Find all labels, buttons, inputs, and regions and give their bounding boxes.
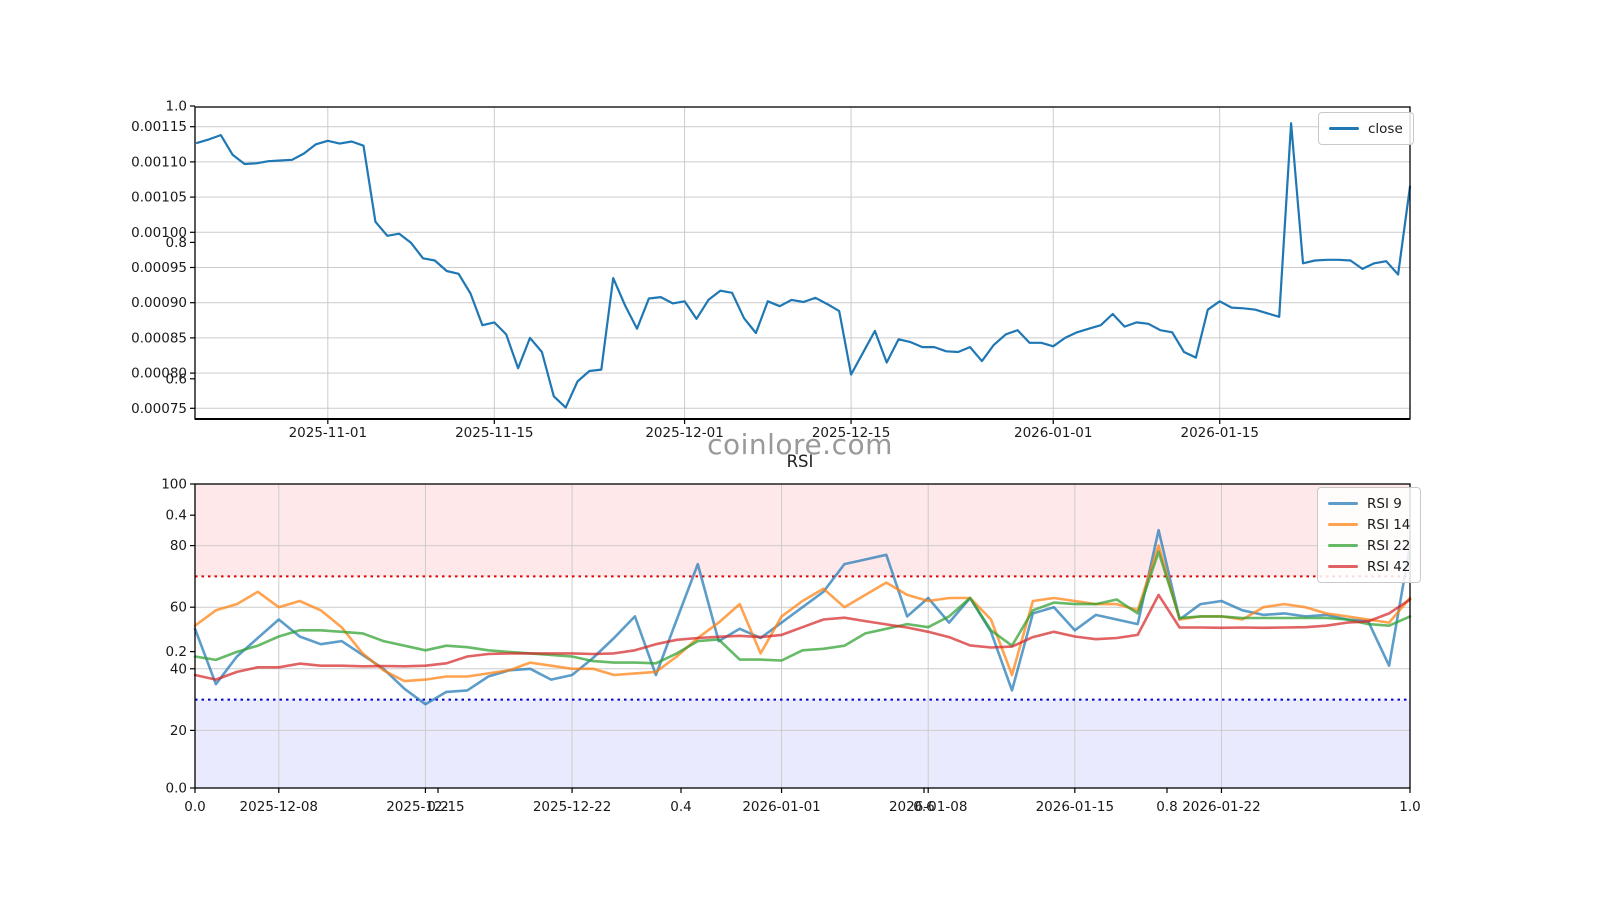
overlay-x-tick-label: 0.4 — [670, 799, 691, 815]
rsi42-line-swatch — [1328, 565, 1358, 568]
rsi9-line-swatch — [1328, 502, 1358, 505]
price-y-tick-label: 0.00095 — [131, 260, 187, 276]
rsi-spines — [194, 483, 1411, 789]
legend-label-close: close — [1368, 120, 1403, 137]
rsi-x-tick-label: 2025-12-22 — [533, 799, 611, 815]
legend-label-rsi42: RSI 42 — [1367, 558, 1411, 575]
price-x-tick-label: 2025-12-15 — [812, 425, 890, 441]
legend-item-rsi42: RSI 42 — [1328, 556, 1410, 577]
overlay-y-tick-label: 0.2 — [166, 644, 187, 660]
rsi-22-line — [193, 550, 1412, 665]
price-y-tick-label: 0.00085 — [131, 330, 187, 346]
price-y-tick-label: 0.00075 — [131, 401, 187, 417]
price-x-tick-label: 2025-12-01 — [645, 425, 723, 441]
price-y-tick-label: 0.00090 — [131, 295, 187, 311]
price-y-tick-label: 0.00110 — [131, 154, 187, 170]
close-line-swatch — [1329, 127, 1359, 130]
rsi-y-tick-label: 80 — [170, 538, 187, 554]
rsi-y-tick-label: 60 — [170, 600, 187, 616]
price-x-tick-label: 2026-01-01 — [1014, 425, 1092, 441]
rsi-x-tick-label: 2025-12-08 — [240, 799, 318, 815]
rsi-panel-title: RSI — [786, 452, 814, 471]
rsi-y-tick-label: 100 — [161, 477, 187, 493]
overbought-band — [195, 484, 1410, 577]
price-y-tick-label: 0.00100 — [131, 225, 187, 241]
rsi22-line-swatch — [1328, 544, 1358, 547]
overlay-x-tick-label: 1.0 — [1399, 799, 1420, 815]
overlay-x-tick-label: 0.0 — [184, 799, 205, 815]
rsi-legend: RSI 9 RSI 14 RSI 22 RSI 42 — [1317, 487, 1422, 583]
price-x-tick-label: 2026-01-15 — [1180, 425, 1258, 441]
rsi-x-tick-label: 2026-01-22 — [1182, 799, 1260, 815]
close-line — [195, 122, 1412, 409]
legend-item-rsi9: RSI 9 — [1328, 493, 1410, 514]
overlay-y-tick-label: 0.0 — [166, 781, 187, 797]
rsi-42-line — [193, 593, 1412, 681]
price-legend: close — [1318, 112, 1414, 145]
legend-item-close: close — [1329, 118, 1403, 139]
price-spines — [194, 106, 1411, 420]
overlay-y-tick-label: 0.6 — [166, 371, 187, 387]
overlay-y-tick-label: 0.8 — [166, 235, 187, 251]
overlay-x-tick-label: 0.2 — [427, 799, 448, 815]
legend-item-rsi22: RSI 22 — [1328, 535, 1410, 556]
price-y-tick-label: 0.00080 — [131, 366, 187, 382]
price-x-tick-label: 2025-11-15 — [455, 425, 533, 441]
rsi-x-tick-label: 2026-01-01 — [742, 799, 820, 815]
rsi-y-tick-label: 20 — [170, 723, 187, 739]
legend-item-rsi14: RSI 14 — [1328, 514, 1410, 535]
legend-label-rsi22: RSI 22 — [1367, 537, 1411, 554]
overlay-y-tick-label: 1.0 — [166, 99, 187, 115]
watermark: coinlore.com — [707, 428, 893, 461]
rsi-x-tick-label: 2025-12-15 — [386, 799, 464, 815]
rsi-x-tick-label: 2026-01-15 — [1036, 799, 1114, 815]
price-y-tick-label: 0.00115 — [131, 119, 187, 135]
price-panel — [190, 105, 1412, 424]
overlay-x-tick-label: 0.6 — [913, 799, 934, 815]
rsi-y-tick-label: 40 — [170, 661, 187, 677]
rsi14-line-swatch — [1328, 523, 1358, 526]
price-y-tick-label: 0.00105 — [131, 190, 187, 206]
rsi-x-tick-label: 2026-01-08 — [889, 799, 967, 815]
rsi-panel — [190, 483, 1412, 793]
price-x-tick-label: 2025-11-01 — [289, 425, 367, 441]
overlay-y-tick-label: 0.4 — [166, 508, 187, 524]
rsi-9-line — [193, 528, 1412, 706]
oversold-band — [195, 699, 1410, 788]
legend-label-rsi14: RSI 14 — [1367, 516, 1411, 533]
overlay-x-tick-label: 0.8 — [1156, 799, 1177, 815]
legend-label-rsi9: RSI 9 — [1367, 495, 1402, 512]
